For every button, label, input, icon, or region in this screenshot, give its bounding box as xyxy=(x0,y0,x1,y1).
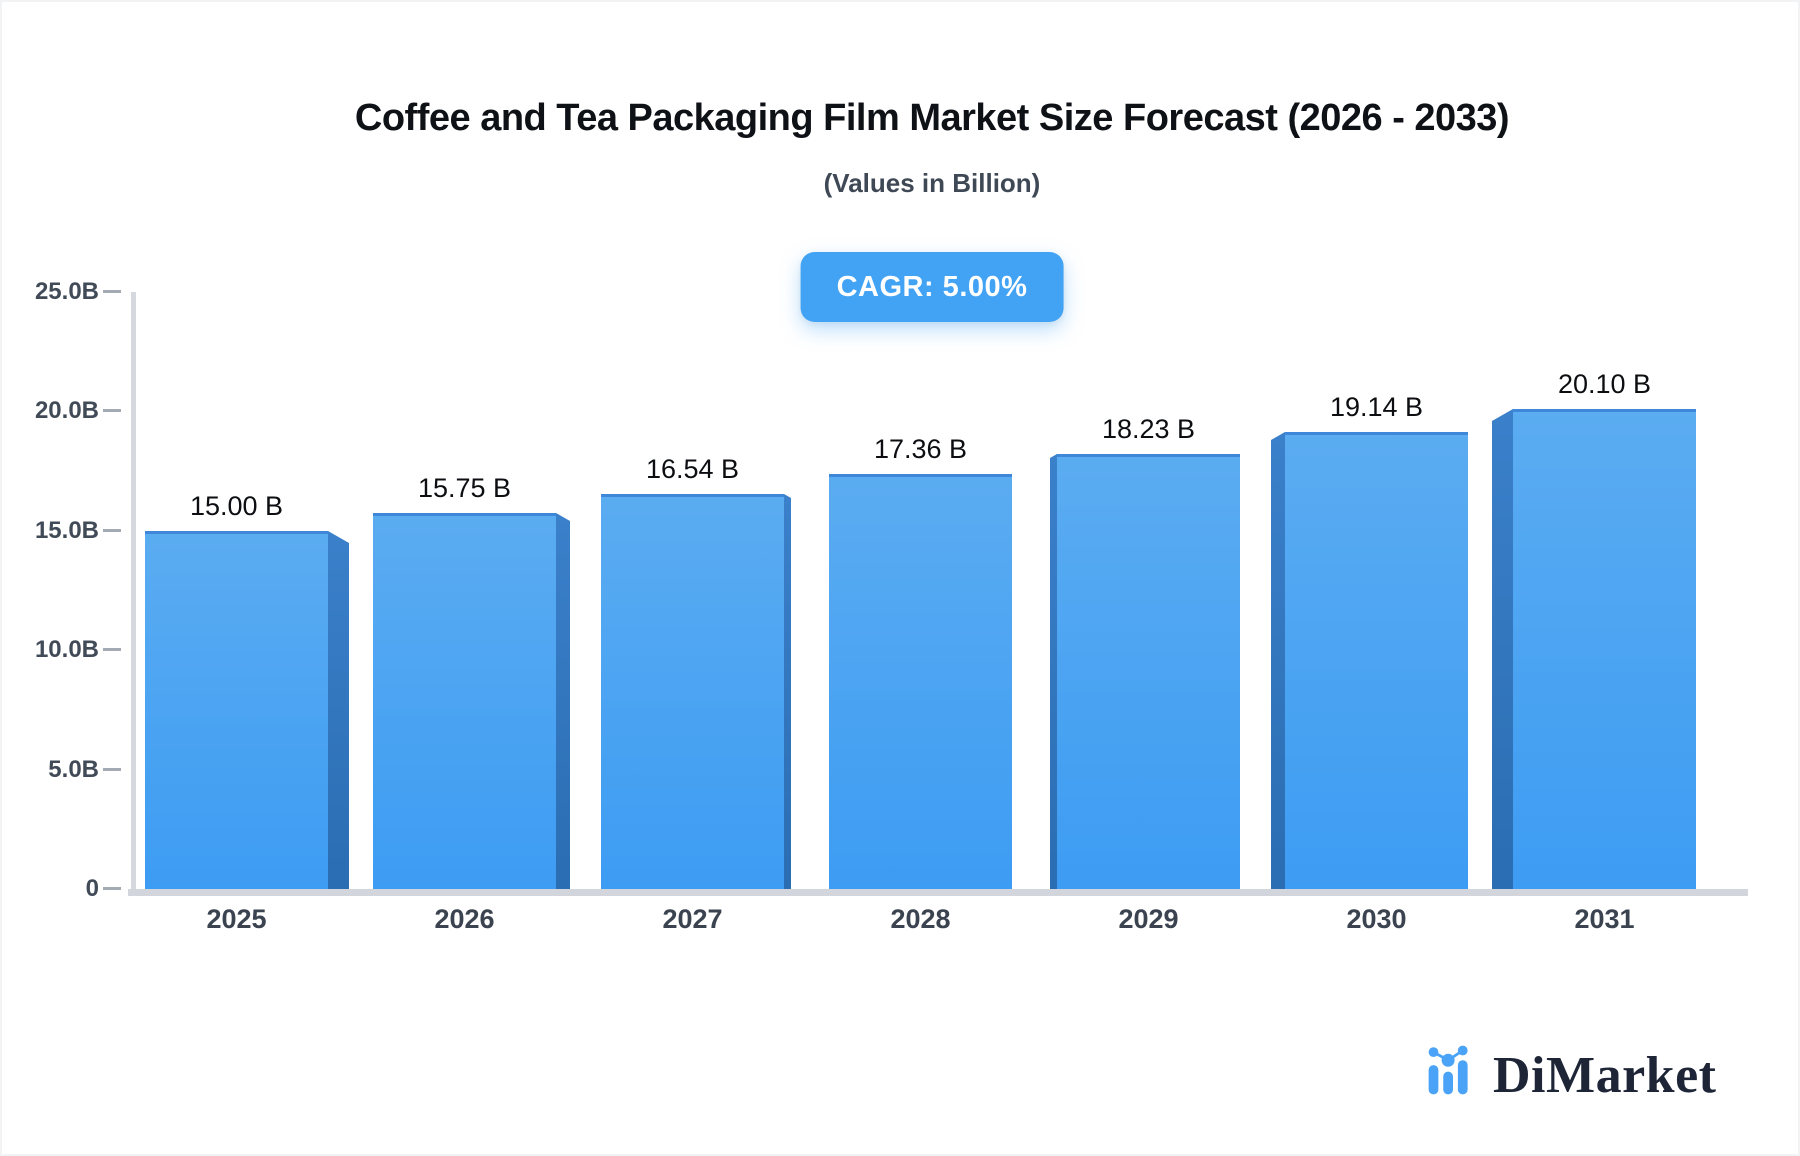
bar-face xyxy=(1057,454,1240,889)
bar-group-2029[interactable] xyxy=(1050,454,1240,889)
bar-face xyxy=(145,531,328,889)
y-tick-label: 20.0B xyxy=(34,397,99,425)
bar-value-label: 18.23 B xyxy=(1101,414,1196,444)
bar-group-2026[interactable] xyxy=(373,513,570,889)
chart-subtitle: (Values in Billion) xyxy=(823,168,1041,198)
bar-face xyxy=(373,513,556,889)
y-tick-mark xyxy=(103,290,121,293)
x-category-label: 2030 xyxy=(1346,904,1407,934)
bar-value-label: 20.10 B xyxy=(1557,369,1652,399)
bar-value-label: 15.75 B xyxy=(417,473,512,503)
bar-side xyxy=(556,513,570,889)
logo-text: DiMarket xyxy=(1493,1047,1717,1104)
brand-logo: DiMarket xyxy=(1427,1044,1717,1104)
bar-side xyxy=(784,494,791,889)
bar-side xyxy=(1271,432,1285,889)
bar-top-edge xyxy=(1057,454,1240,457)
bar-face xyxy=(1285,432,1468,889)
bar-value-label: 15.00 B xyxy=(189,491,284,521)
y-tick-label: 0 xyxy=(85,875,99,902)
y-tick-label: 5.0B xyxy=(48,755,99,783)
y-tick-mark xyxy=(103,528,121,532)
bar-face xyxy=(601,494,784,889)
bar-value-label: 17.36 B xyxy=(873,434,968,464)
bar-side xyxy=(1492,409,1513,889)
y-tick-label: 15.0B xyxy=(34,516,99,544)
logo-icon xyxy=(1427,1044,1479,1101)
bar-group-2031[interactable] xyxy=(1492,409,1696,889)
y-tick-mark xyxy=(103,767,121,771)
bar-top-edge xyxy=(601,494,784,497)
bar-value-label: 19.14 B xyxy=(1329,392,1424,422)
bar-top-edge xyxy=(145,531,328,534)
bar-top-edge xyxy=(1513,409,1696,412)
y-tick-mark xyxy=(103,409,121,413)
y-tick-label: 25.0B xyxy=(34,278,99,305)
bar-value-label: 16.54 B xyxy=(645,454,740,484)
bar-side xyxy=(328,531,349,889)
bar-face xyxy=(1513,409,1696,889)
x-axis-line xyxy=(128,889,1748,896)
y-axis-line xyxy=(131,292,136,889)
x-category-label: 2025 xyxy=(206,904,267,934)
chart-title: Coffee and Tea Packaging Film Market Siz… xyxy=(354,97,1510,139)
cagr-badge: CAGR: 5.00% xyxy=(800,252,1064,322)
x-category-label: 2026 xyxy=(434,904,495,934)
y-tick-mark xyxy=(103,887,121,890)
bar-group-2028[interactable] xyxy=(829,474,1012,889)
x-category-label: 2029 xyxy=(1118,904,1179,934)
bar-top-edge xyxy=(829,474,1012,477)
y-tick-mark xyxy=(103,648,121,652)
bar-top-edge xyxy=(1285,432,1468,435)
bar-group-2030[interactable] xyxy=(1271,432,1468,889)
cagr-badge-label: CAGR: 5.00% xyxy=(836,271,1028,303)
x-category-label: 2027 xyxy=(662,904,723,934)
bar-group-2027[interactable] xyxy=(601,494,791,889)
bar-side xyxy=(1050,454,1057,889)
x-category-label: 2031 xyxy=(1574,904,1635,934)
bar-group-2025[interactable] xyxy=(145,531,349,889)
bar-top-edge xyxy=(373,513,556,516)
bar-face xyxy=(829,474,1012,889)
y-tick-label: 10.0B xyxy=(34,636,99,664)
x-category-label: 2028 xyxy=(890,904,951,934)
